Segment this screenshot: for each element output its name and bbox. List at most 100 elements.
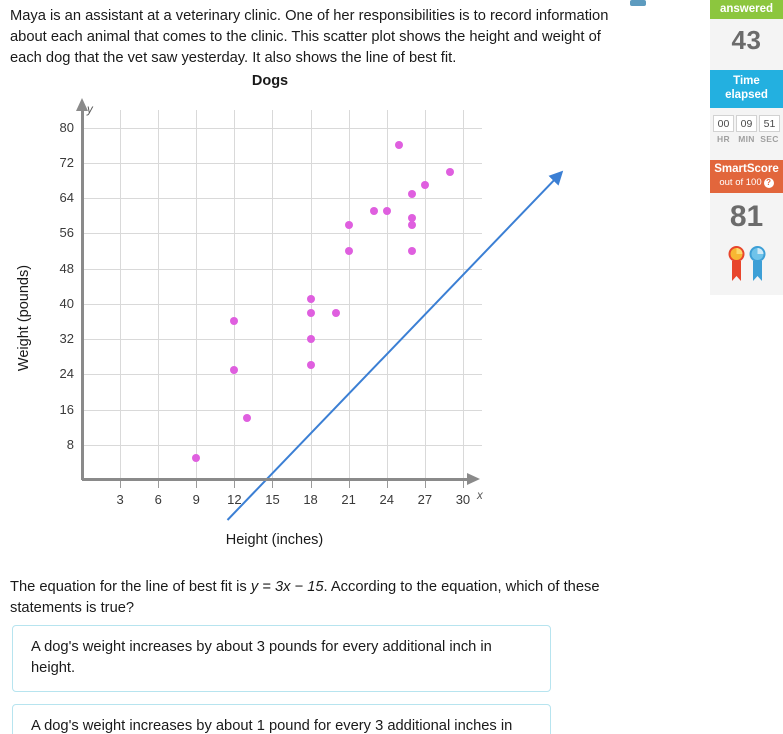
gold-ribbon-icon: [728, 246, 744, 281]
gridline-vertical: [462, 110, 464, 480]
smartscore-value: 81: [729, 200, 764, 233]
y-tick-label: 16: [59, 401, 74, 417]
partial-toolbar-icon: [630, 0, 646, 6]
data-point: [382, 207, 391, 216]
scatter-plot: Dogs y x 8 16 24 32 40 48 56 64 72: [0, 70, 564, 565]
data-point: [408, 189, 417, 198]
y-tick-label: 40: [59, 295, 74, 311]
question-column: Maya is an assistant at a veterinary cli…: [0, 0, 646, 734]
answer-option-2[interactable]: A dog's weight increases by about 1 poun…: [12, 704, 551, 734]
smartscore-title: SmartScore: [714, 163, 779, 175]
x-axis-arrow: [467, 473, 480, 485]
data-point: [408, 246, 417, 255]
x-tick-label: 24: [379, 492, 394, 507]
gridline-vertical: [234, 110, 236, 480]
y-axis-letter: y: [87, 104, 93, 116]
gridline-horizontal: [82, 444, 482, 446]
timer-seconds: 51: [759, 115, 780, 132]
gridline-horizontal: [82, 198, 482, 200]
award-ribbons: [710, 243, 783, 283]
x-tick-mark: [272, 481, 274, 488]
x-tick-mark: [348, 481, 350, 488]
y-tick-label: 8: [66, 436, 74, 452]
elapsed-timer: 00 09 51 HR MIN SEC: [710, 115, 783, 144]
answered-count: 43: [731, 25, 762, 55]
time-label-line2: elapsed: [725, 89, 768, 101]
y-tick-label: 32: [59, 331, 74, 347]
data-point: [446, 167, 455, 176]
chart-title: Dogs: [251, 73, 289, 89]
y-tick-label: 72: [59, 154, 74, 170]
y-tick-label: 24: [59, 366, 74, 382]
timer-hours: 00: [713, 115, 734, 132]
help-icon[interactable]: ?: [763, 178, 774, 188]
x-tick-mark: [234, 481, 236, 488]
x-tick-label: 18: [303, 492, 318, 507]
gridline-horizontal: [82, 374, 482, 376]
x-tick-label: 3: [116, 492, 124, 507]
data-point: [395, 141, 404, 150]
data-point: [408, 213, 417, 222]
smartscore-banner: SmartScore out of 100?: [710, 160, 783, 193]
gridline-vertical: [120, 110, 122, 480]
question-text: The equation for the line of best fit is…: [10, 577, 615, 619]
data-point: [331, 308, 340, 317]
x-tick-label: 12: [227, 492, 242, 507]
y-tick-label: 80: [59, 119, 74, 135]
data-point: [230, 317, 239, 326]
plot-area: [82, 110, 564, 521]
y-axis-arrow: [76, 98, 88, 111]
gridline-vertical: [386, 110, 388, 480]
time-elapsed-banner: Time elapsed: [710, 70, 783, 108]
x-tick-mark: [310, 481, 312, 488]
intro-text: Maya is an assistant at a veterinary cli…: [10, 8, 609, 66]
y-tick-label: 64: [59, 190, 74, 206]
gridline-horizontal: [82, 233, 482, 235]
x-tick-label: 9: [192, 492, 200, 507]
timer-minutes-unit: MIN: [738, 134, 755, 144]
data-point: [306, 308, 315, 317]
timer-hours-unit: HR: [717, 134, 730, 144]
smartscore-subtitle-text: out of 100: [719, 177, 762, 188]
y-tick-label: 56: [59, 225, 74, 241]
gridline-horizontal: [82, 339, 482, 341]
x-axis-letter: x: [477, 490, 483, 502]
gridline-vertical: [158, 110, 160, 480]
gridline-horizontal: [82, 162, 482, 164]
data-point: [344, 220, 353, 229]
question-suffix: . According to the equation, which of th…: [10, 579, 600, 616]
answer-choices: A dog's weight increases by about 3 poun…: [12, 625, 552, 734]
gridline-horizontal: [82, 127, 482, 129]
blue-ribbon-icon: [749, 246, 765, 281]
data-point: [243, 414, 252, 423]
data-point: [344, 246, 353, 255]
x-tick-mark: [386, 481, 388, 488]
x-tick-label: 27: [417, 492, 433, 507]
progress-panel: answered 43 Time elapsed 00 09 51 HR MIN…: [710, 0, 783, 295]
data-point: [192, 453, 201, 462]
data-point: [370, 207, 379, 216]
x-tick-label: 15: [265, 492, 280, 507]
question-prefix: The equation for the line of best fit is: [10, 579, 251, 595]
x-tick-label: 30: [455, 492, 471, 507]
data-point: [230, 365, 239, 374]
x-tick-mark: [120, 481, 122, 488]
x-axis: [82, 478, 467, 481]
timer-minutes: 09: [736, 115, 757, 132]
gridline-vertical: [424, 110, 426, 480]
gridline-vertical: [272, 110, 274, 480]
gridline-horizontal: [82, 409, 482, 411]
time-label-line1: Time: [733, 75, 760, 87]
answered-banner: answered: [710, 0, 783, 19]
x-axis-title: Height (inches): [225, 532, 324, 548]
y-axis-title: Weight (pounds): [16, 264, 32, 372]
data-point: [420, 180, 429, 189]
gridline-vertical: [196, 110, 198, 480]
gridline-horizontal: [82, 303, 482, 305]
data-point: [306, 361, 315, 370]
gridline-vertical: [348, 110, 350, 480]
answer-option-1[interactable]: A dog's weight increases by about 3 poun…: [12, 625, 551, 692]
y-tick-label: 48: [59, 260, 74, 276]
x-tick-mark: [424, 481, 426, 488]
